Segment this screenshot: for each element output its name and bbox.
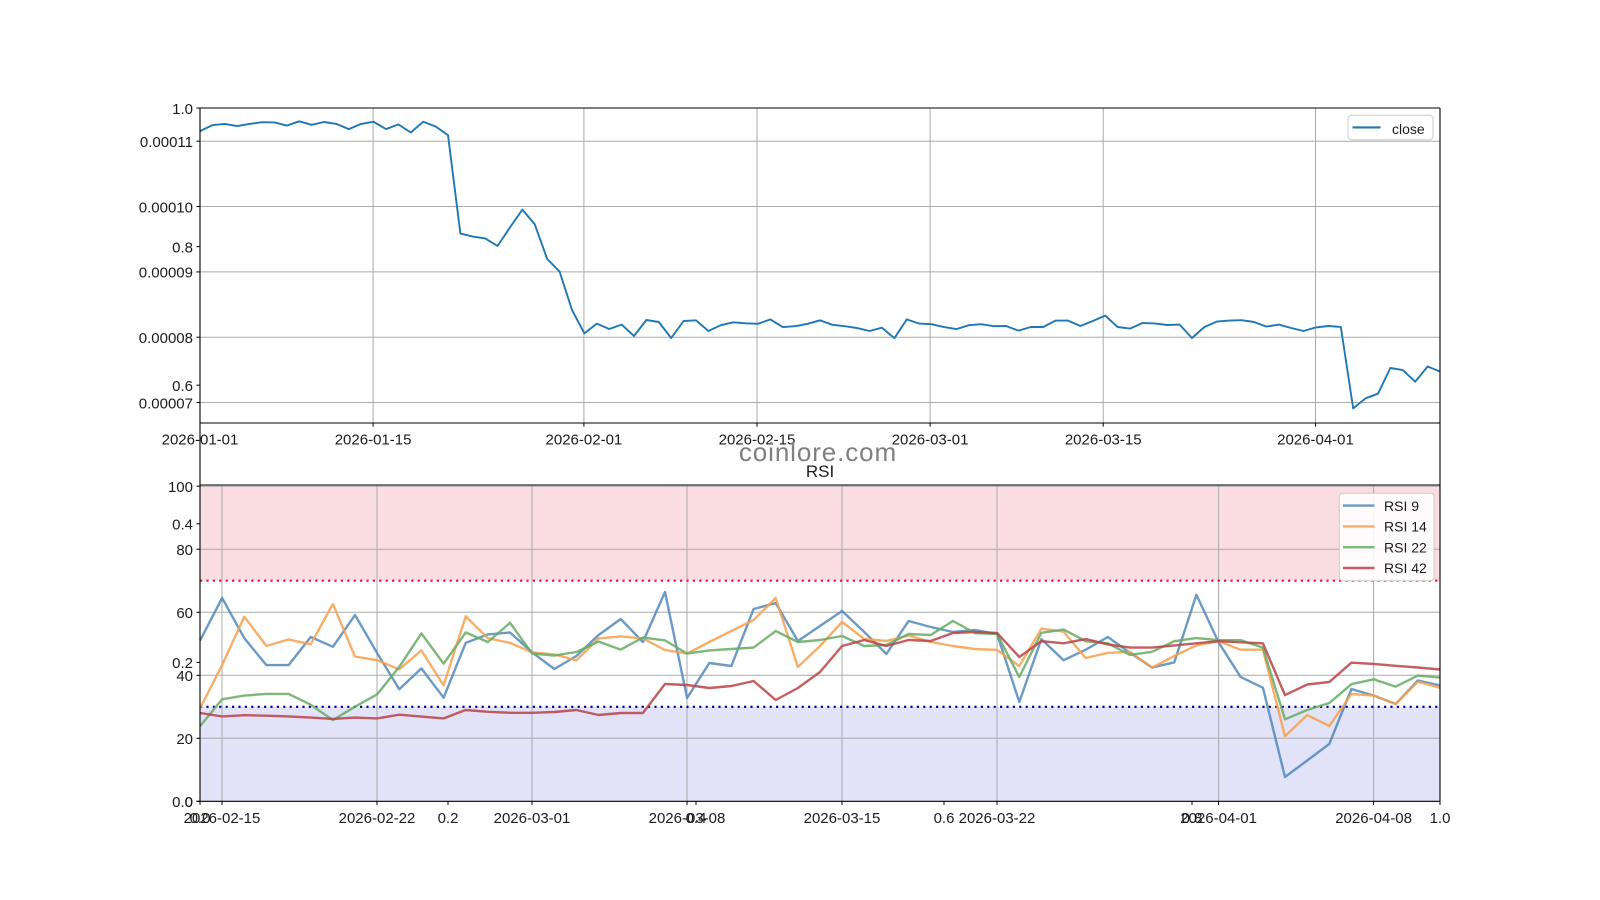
svg-text:2026-02-15: 2026-02-15 bbox=[184, 810, 261, 827]
svg-text:2026-03-22: 2026-03-22 bbox=[959, 810, 1036, 827]
svg-text:0.2: 0.2 bbox=[438, 810, 459, 827]
svg-text:0.8: 0.8 bbox=[1182, 810, 1203, 827]
svg-text:RSI 9: RSI 9 bbox=[1384, 498, 1419, 514]
svg-text:0.2: 0.2 bbox=[172, 655, 193, 672]
svg-text:2026-03-01: 2026-03-01 bbox=[494, 810, 571, 827]
svg-text:RSI 42: RSI 42 bbox=[1384, 560, 1427, 576]
svg-text:0.4: 0.4 bbox=[686, 810, 707, 827]
svg-text:20: 20 bbox=[176, 731, 193, 748]
svg-text:0: 0 bbox=[185, 794, 193, 811]
svg-text:2026-04-01: 2026-04-01 bbox=[1180, 810, 1257, 827]
svg-text:2026-01-01: 2026-01-01 bbox=[162, 432, 239, 449]
svg-text:0.00008: 0.00008 bbox=[139, 330, 193, 347]
svg-text:60: 60 bbox=[176, 605, 193, 622]
svg-text:2026-02-01: 2026-02-01 bbox=[546, 432, 623, 449]
svg-text:1.0: 1.0 bbox=[1430, 810, 1451, 827]
svg-text:0.4: 0.4 bbox=[172, 517, 193, 534]
svg-text:40: 40 bbox=[176, 668, 193, 685]
svg-text:80: 80 bbox=[176, 542, 193, 559]
svg-text:2026-02-15: 2026-02-15 bbox=[719, 432, 796, 449]
svg-text:2026-03-15: 2026-03-15 bbox=[1065, 432, 1142, 449]
svg-text:0.0: 0.0 bbox=[190, 810, 211, 827]
svg-text:2026-04-08: 2026-04-08 bbox=[1335, 810, 1412, 827]
svg-text:0.0: 0.0 bbox=[172, 794, 193, 811]
svg-text:100: 100 bbox=[168, 479, 193, 496]
svg-text:RSI 14: RSI 14 bbox=[1384, 519, 1427, 535]
svg-text:close: close bbox=[1392, 121, 1425, 137]
svg-text:0.00011: 0.00011 bbox=[140, 134, 193, 151]
svg-text:coinlore.com: coinlore.com bbox=[739, 437, 897, 467]
svg-text:0.6: 0.6 bbox=[934, 810, 955, 827]
svg-text:2026-01-15: 2026-01-15 bbox=[335, 432, 412, 449]
svg-text:1.0: 1.0 bbox=[172, 101, 193, 118]
svg-text:2026-03-15: 2026-03-15 bbox=[804, 810, 881, 827]
svg-text:0.8: 0.8 bbox=[172, 239, 193, 256]
svg-text:0.00010: 0.00010 bbox=[139, 199, 193, 216]
svg-text:0.00009: 0.00009 bbox=[139, 265, 193, 282]
svg-text:RSI 22: RSI 22 bbox=[1384, 539, 1427, 555]
svg-text:2026-04-01: 2026-04-01 bbox=[1277, 432, 1354, 449]
svg-text:2026-02-22: 2026-02-22 bbox=[339, 810, 416, 827]
svg-text:0.6: 0.6 bbox=[172, 378, 193, 395]
svg-text:RSI: RSI bbox=[806, 462, 834, 481]
svg-text:2026-03-08: 2026-03-08 bbox=[649, 810, 726, 827]
svg-text:0.00007: 0.00007 bbox=[139, 395, 193, 412]
svg-text:2026-03-01: 2026-03-01 bbox=[892, 432, 969, 449]
